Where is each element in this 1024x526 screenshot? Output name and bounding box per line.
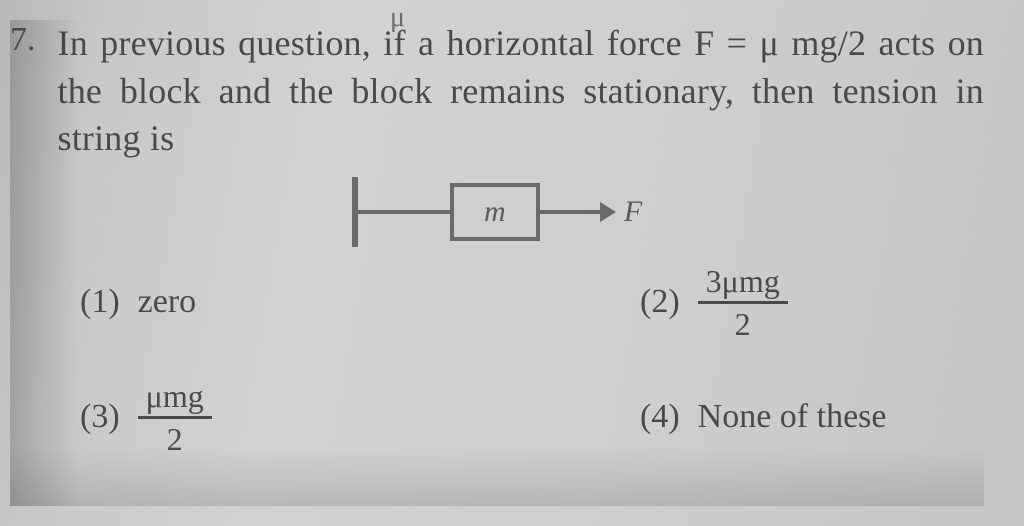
option-2-numerator: 3μmg [698, 265, 788, 304]
option-4-text: None of these [698, 398, 887, 436]
question-number: 7. [10, 20, 36, 61]
option-1: (1) zero [80, 265, 380, 340]
block-label: m [484, 195, 506, 229]
question-text: In previous question, if a horizontal fo… [58, 20, 985, 163]
option-1-text: zero [138, 283, 197, 321]
page: μ 7. In previous question, if a horizont… [10, 20, 984, 506]
diagram: m F [10, 177, 984, 247]
force-label: F [624, 195, 642, 229]
force-arrow-line [540, 210, 600, 214]
option-4-num: (4) [640, 398, 680, 436]
option-1-num: (1) [80, 283, 120, 321]
option-3-denominator: 2 [167, 419, 183, 455]
question-row: 7. In previous question, if a horizontal… [10, 20, 984, 163]
option-3-num: (3) [80, 398, 120, 436]
options: (1) zero (2) 3μmg 2 (3) μmg 2 (4) [80, 265, 984, 455]
option-3-numerator: μmg [138, 380, 212, 419]
vignette-bottom [10, 446, 984, 506]
option-3-fraction: μmg 2 [138, 380, 212, 455]
option-row-1: (1) zero (2) 3μmg 2 [80, 265, 984, 340]
string [358, 210, 450, 214]
previous-fragment: μ [390, 2, 405, 34]
option-2-denominator: 2 [735, 304, 751, 340]
force-arrow-head [600, 202, 616, 222]
diagram-inner: m F [352, 177, 642, 247]
block: m [450, 183, 540, 241]
option-3: (3) μmg 2 [80, 380, 380, 455]
option-2-fraction: 3μmg 2 [698, 265, 788, 340]
option-4: (4) None of these [640, 380, 940, 455]
option-row-2: (3) μmg 2 (4) None of these [80, 380, 984, 455]
option-2-num: (2) [640, 283, 680, 321]
option-2: (2) 3μmg 2 [640, 265, 940, 340]
